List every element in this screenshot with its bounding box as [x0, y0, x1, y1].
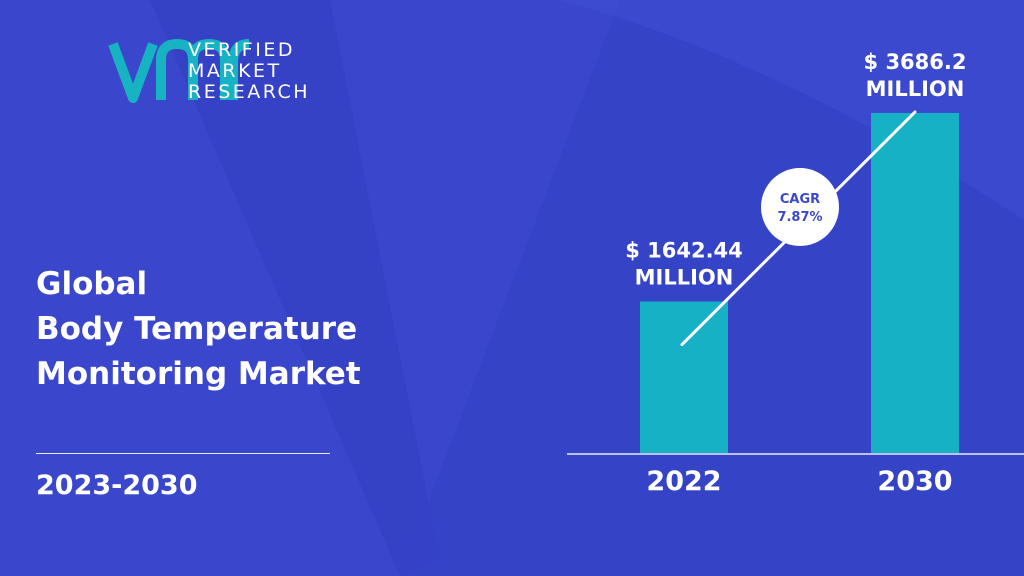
bar-2022: [640, 301, 728, 453]
title-line-3: Monitoring Market: [36, 356, 361, 392]
cagr-badge: CAGR 7.87%: [761, 168, 839, 246]
logo-line-3: RESEARCH: [188, 81, 311, 103]
title-line-2: Body Temperature: [36, 311, 358, 347]
data-label: MILLION: [866, 77, 965, 101]
page-title: Global Body Temperature Monitoring Marke…: [36, 262, 361, 397]
forecast-period: 2023-2030: [36, 470, 198, 501]
cagr-label: CAGR: [780, 192, 820, 207]
data-label: $ 3686.2: [864, 50, 967, 74]
title-divider: [36, 453, 330, 454]
logo-line-1: VERIFIED: [188, 39, 295, 61]
x-tick-label: 2030: [877, 466, 952, 497]
cagr-value: 7.87%: [777, 210, 822, 225]
bars: 2022 $ 1642.44 MILLION 2030 $ 3686.2 MILLION: [625, 50, 966, 497]
logo-line-2: MARKET: [188, 60, 282, 82]
brand-logo-mark: [108, 38, 250, 103]
title-line-1: Global: [36, 266, 148, 302]
x-tick-label: 2022: [646, 466, 721, 497]
cagr-circle: [761, 168, 839, 246]
bar-2030: [871, 113, 959, 453]
data-label: MILLION: [635, 266, 734, 290]
brand-logo-text: VERIFIED MARKET RESEARCH: [188, 40, 310, 103]
data-label: $ 1642.44: [625, 239, 743, 263]
